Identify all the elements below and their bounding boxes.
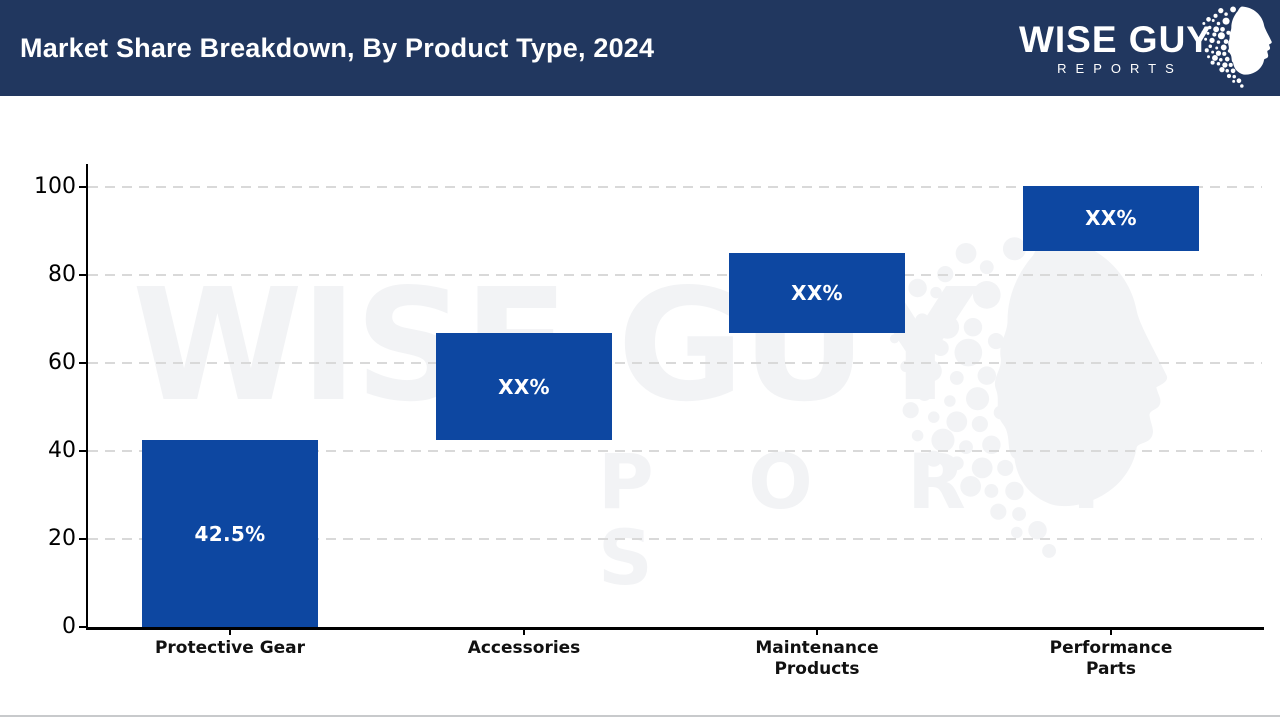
x-category-label: Performance Parts <box>1049 638 1173 680</box>
bar-value-label: 42.5% <box>194 521 266 546</box>
x-category-label: Maintenance Products <box>755 638 879 680</box>
gridline-100 <box>88 186 1262 188</box>
bottom-rule <box>0 715 1280 717</box>
x-axis-line <box>86 627 1264 630</box>
y-tick-mark <box>79 450 87 452</box>
gridline-80 <box>88 274 1262 276</box>
x-category-label: Accessories <box>467 638 581 658</box>
bar-1: 42.5% <box>142 440 318 627</box>
y-tick-label: 20 <box>48 526 76 551</box>
y-tick-mark <box>79 362 87 364</box>
y-tick-mark <box>79 274 87 276</box>
chart-area: WISE GUY P O R T S 0 20 40 60 80 100 42.5% Prot… <box>0 96 1280 720</box>
wiseguy-logo: WISE GUY REPORTS <box>1019 4 1280 92</box>
watermark-head-icon <box>876 228 1176 574</box>
bar-3: XX% <box>729 253 905 334</box>
gridline-20 <box>88 538 1262 540</box>
y-tick-label: 0 <box>62 614 76 639</box>
x-tick-mark <box>523 627 525 635</box>
gridline-60 <box>88 362 1262 364</box>
bar-value-label: XX% <box>791 281 843 306</box>
x-category-label: Protective Gear <box>154 638 306 658</box>
y-tick-mark <box>79 186 87 188</box>
chart-title: Market Share Breakdown, By Product Type,… <box>20 32 655 63</box>
y-tick-mark <box>79 626 87 628</box>
bar-value-label: XX% <box>498 374 550 399</box>
y-tick-label: 40 <box>48 438 76 463</box>
wiseguy-head-icon <box>1198 4 1274 92</box>
wiseguy-logo-text: WISE GUY REPORTS <box>1019 21 1212 76</box>
bar-2: XX% <box>436 333 612 440</box>
x-tick-mark <box>816 627 818 635</box>
gridline-40 <box>88 450 1262 452</box>
y-tick-label: 80 <box>48 262 76 287</box>
x-tick-mark <box>1110 627 1112 635</box>
y-tick-mark <box>79 538 87 540</box>
y-tick-label: 100 <box>34 174 76 199</box>
bar-4: XX% <box>1023 185 1199 251</box>
y-axis-line <box>86 164 88 629</box>
x-tick-mark <box>229 627 231 635</box>
y-tick-label: 60 <box>48 350 76 375</box>
logo-subtitle: REPORTS <box>1057 60 1183 76</box>
logo-wordmark: WISE GUY <box>1018 18 1212 60</box>
bar-value-label: XX% <box>1085 206 1137 231</box>
figure-header: Market Share Breakdown, By Product Type,… <box>0 0 1280 96</box>
